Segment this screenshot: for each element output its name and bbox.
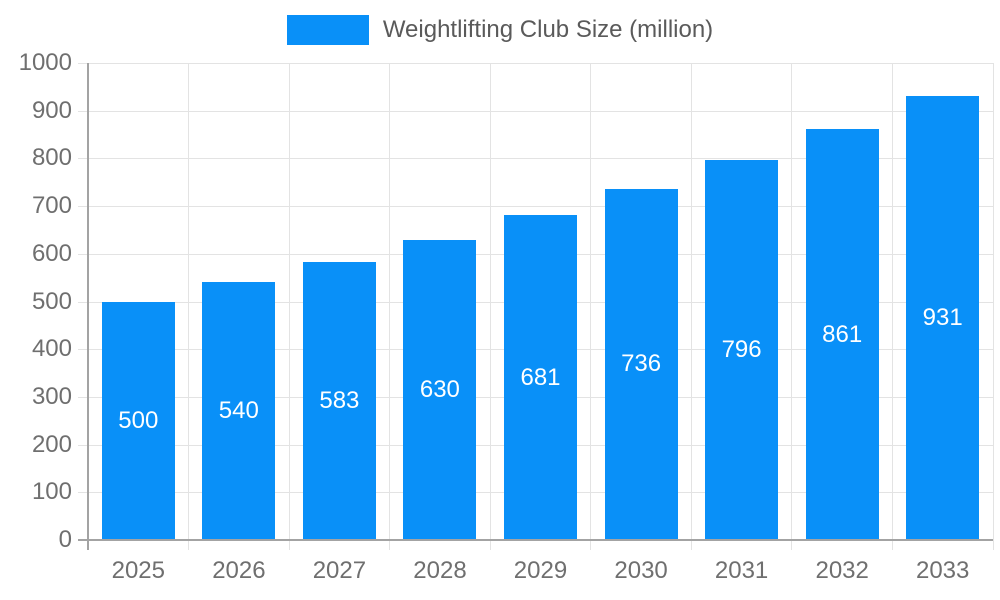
gridline-v xyxy=(891,63,893,540)
gridline-h xyxy=(88,63,993,64)
x-axis-line xyxy=(78,539,993,541)
gridline-h xyxy=(88,158,993,160)
plot-area: 500 540 583 630 681 736 796 861 931 xyxy=(88,63,994,540)
bar-value-label: 500 xyxy=(118,406,159,434)
gridline-v xyxy=(389,63,391,540)
bar[interactable]: 931 xyxy=(906,95,980,540)
bar[interactable]: 540 xyxy=(202,282,276,540)
x-tick-label: 2030 xyxy=(614,557,668,584)
x-tick-label: 2025 xyxy=(111,557,165,584)
chart-legend[interactable]: Weightlifting Club Size (million) xyxy=(0,12,1000,48)
bar-value-label: 931 xyxy=(922,303,963,331)
x-tick-label: 2032 xyxy=(815,557,869,584)
y-tick xyxy=(78,110,88,112)
y-tick xyxy=(78,206,88,208)
bar[interactable]: 681 xyxy=(504,215,577,540)
y-tick xyxy=(78,492,88,494)
x-tick xyxy=(389,540,391,550)
gridline-v xyxy=(690,63,692,540)
x-tick-label: 2033 xyxy=(915,557,970,584)
x-tick xyxy=(590,540,592,550)
bar-value-label: 630 xyxy=(419,375,460,403)
bar[interactable]: 736 xyxy=(604,188,678,540)
y-tick xyxy=(78,158,88,160)
gridline-v xyxy=(791,63,793,540)
bar-value-label: 861 xyxy=(822,320,863,348)
x-tick xyxy=(188,540,190,550)
y-tick-label: 0 xyxy=(58,526,72,553)
gridline-v xyxy=(590,63,592,540)
y-tick-label: 700 xyxy=(31,192,72,220)
y-tick xyxy=(78,301,88,303)
legend-swatch xyxy=(286,15,369,45)
gridline-v xyxy=(489,63,491,540)
x-tick xyxy=(690,540,692,550)
legend-label: Weightlifting Club Size (million) xyxy=(382,16,714,43)
y-tick xyxy=(78,396,88,398)
x-tick xyxy=(791,540,793,550)
y-tick-label: 200 xyxy=(31,430,72,458)
y-tick-label: 300 xyxy=(31,382,72,410)
y-tick-label: 900 xyxy=(31,96,72,124)
y-tick-label: 400 xyxy=(31,335,72,363)
x-tick-label: 2031 xyxy=(714,557,769,584)
x-tick xyxy=(891,540,893,550)
gridline-h xyxy=(88,110,993,112)
x-tick-label: 2026 xyxy=(212,557,266,584)
y-tick-label: 1000 xyxy=(18,49,72,76)
gridline-h xyxy=(88,206,993,208)
x-tick-label: 2029 xyxy=(513,557,568,584)
bar-value-label: 736 xyxy=(621,350,662,378)
gridline-v xyxy=(992,63,994,540)
y-tick xyxy=(78,63,88,64)
x-tick xyxy=(489,540,491,550)
y-tick-label: 800 xyxy=(31,144,72,172)
y-tick xyxy=(78,349,88,351)
gridline-v xyxy=(288,63,290,540)
bar[interactable]: 583 xyxy=(302,261,376,540)
bar-value-label: 796 xyxy=(721,336,762,364)
y-tick-label: 500 xyxy=(31,287,72,315)
bar[interactable]: 861 xyxy=(805,129,879,540)
y-tick-label: 600 xyxy=(31,239,72,267)
gridline-v xyxy=(188,63,190,540)
x-tick-label: 2027 xyxy=(312,557,367,584)
y-axis-line xyxy=(87,63,89,550)
bar-value-label: 583 xyxy=(319,386,360,414)
bar[interactable]: 500 xyxy=(101,301,175,540)
y-tick xyxy=(78,444,88,446)
y-tick-label: 100 xyxy=(31,478,72,506)
bar[interactable]: 796 xyxy=(705,160,779,540)
bar[interactable]: 630 xyxy=(403,239,477,540)
x-tick xyxy=(992,540,994,550)
bar-value-label: 681 xyxy=(520,363,561,391)
x-tick-label: 2028 xyxy=(413,557,467,584)
bar-value-label: 540 xyxy=(218,397,259,425)
y-tick xyxy=(78,253,88,255)
x-tick xyxy=(288,540,290,550)
